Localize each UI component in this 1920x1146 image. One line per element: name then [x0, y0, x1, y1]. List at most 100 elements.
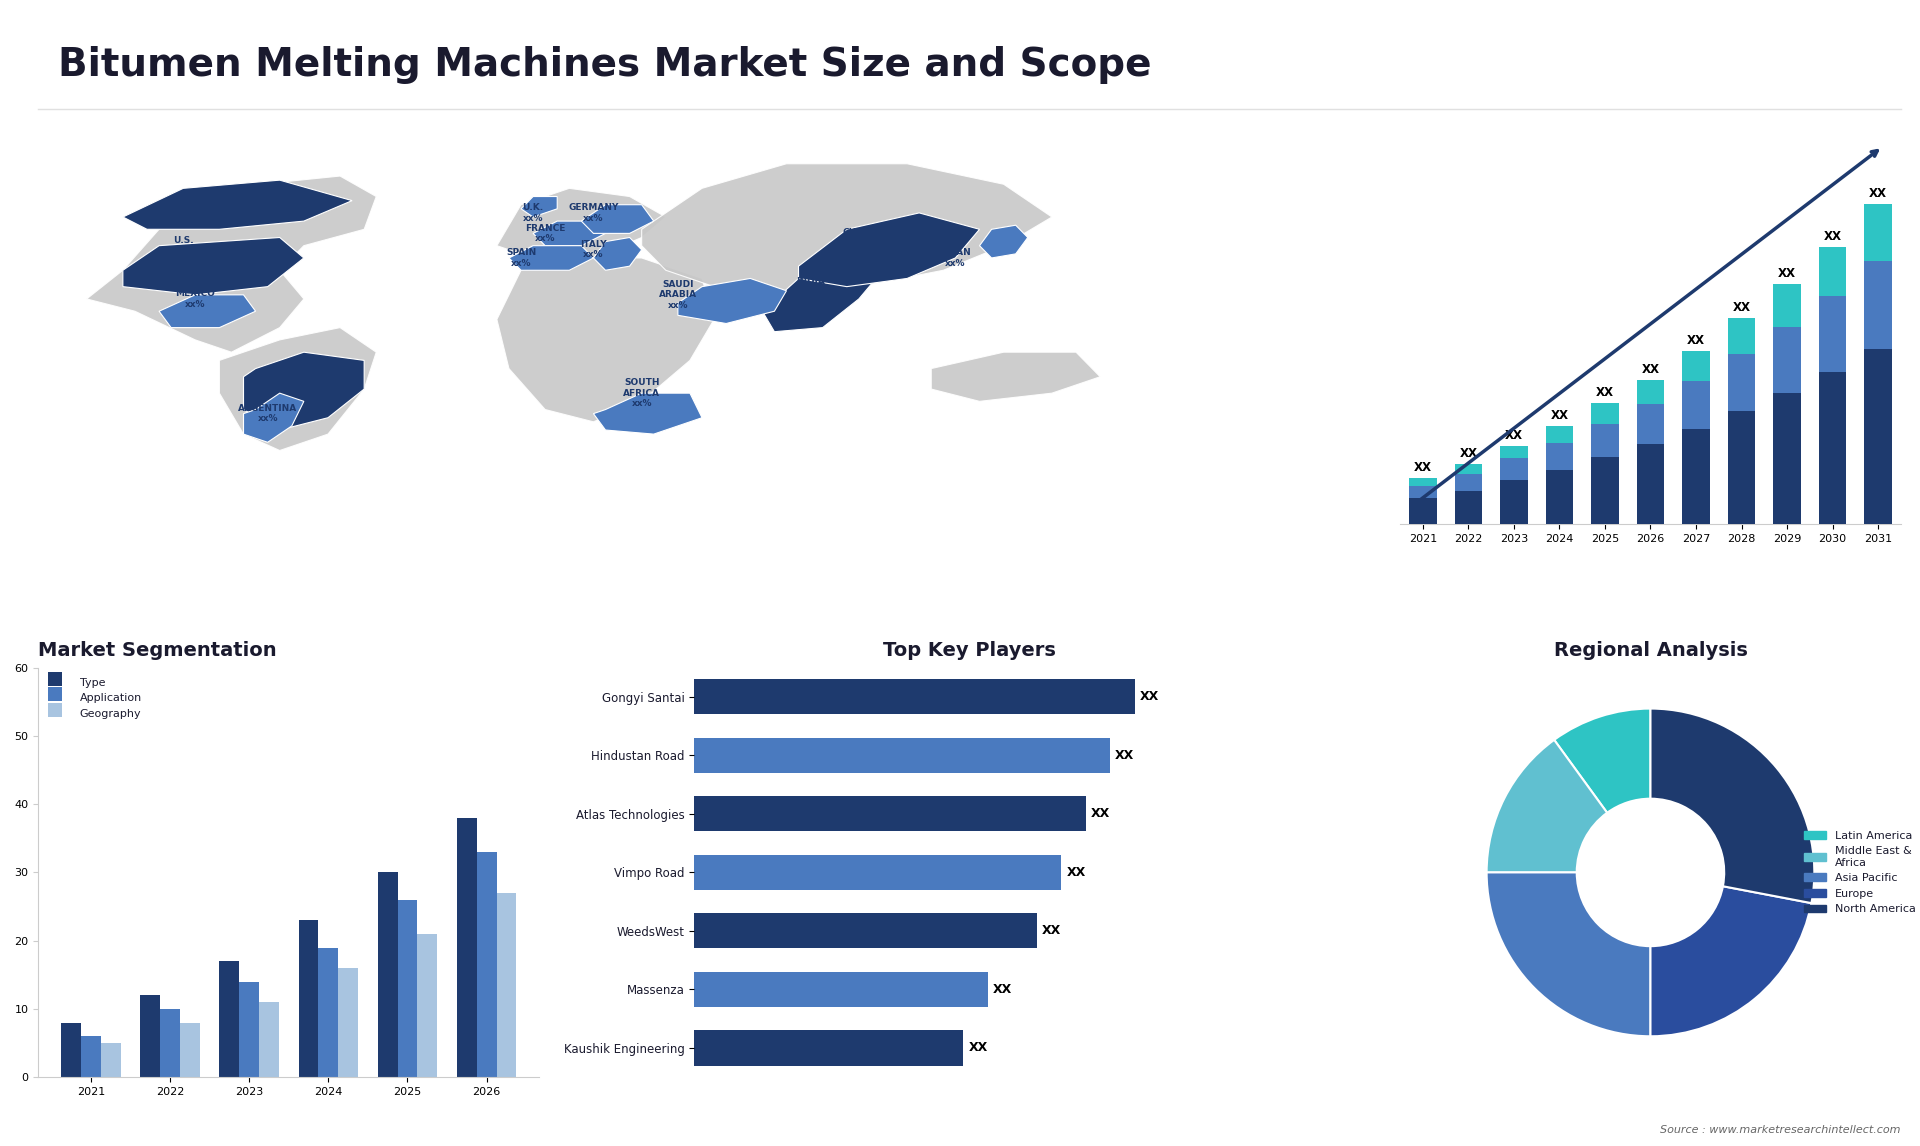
Text: Bitumen Melting Machines Market Size and Scope: Bitumen Melting Machines Market Size and…: [58, 46, 1152, 84]
Wedge shape: [1486, 872, 1651, 1036]
Bar: [240, 982, 259, 1077]
Polygon shape: [244, 352, 365, 430]
Bar: [159, 1008, 180, 1077]
Bar: [338, 968, 357, 1077]
Wedge shape: [1651, 708, 1814, 903]
Text: SOUTH
AFRICA
xx%: SOUTH AFRICA xx%: [624, 378, 660, 408]
Text: XX: XX: [1066, 866, 1085, 879]
Polygon shape: [762, 258, 883, 331]
Text: ARGENTINA
xx%: ARGENTINA xx%: [238, 403, 298, 423]
Bar: [259, 1002, 278, 1077]
Polygon shape: [497, 188, 666, 266]
Text: XX: XX: [1732, 301, 1751, 314]
Bar: [695, 1030, 964, 1066]
Bar: [1592, 403, 1619, 424]
Bar: [1864, 348, 1891, 524]
Polygon shape: [931, 352, 1100, 401]
Polygon shape: [244, 393, 303, 442]
Text: XX: XX: [1868, 187, 1887, 201]
Text: XX: XX: [1413, 461, 1432, 474]
Bar: [1638, 379, 1665, 405]
Bar: [695, 738, 1110, 772]
Text: JAPAN
xx%: JAPAN xx%: [941, 249, 972, 268]
Text: XX: XX: [1140, 690, 1160, 704]
Text: XX: XX: [1116, 748, 1135, 762]
Bar: [1638, 445, 1665, 524]
Bar: [1500, 458, 1528, 480]
Bar: [1818, 246, 1847, 296]
Bar: [1682, 352, 1709, 380]
Text: XX: XX: [993, 983, 1012, 996]
Text: Market Segmentation: Market Segmentation: [38, 642, 276, 660]
Polygon shape: [520, 196, 557, 217]
Text: ITALY
xx%: ITALY xx%: [580, 240, 607, 259]
Bar: [497, 893, 516, 1077]
Bar: [1455, 490, 1482, 524]
Polygon shape: [534, 221, 605, 245]
Bar: [1500, 446, 1528, 458]
Bar: [1728, 354, 1755, 410]
Text: XX: XX: [1459, 447, 1476, 460]
Bar: [1500, 480, 1528, 524]
Polygon shape: [86, 176, 376, 352]
Polygon shape: [497, 258, 714, 422]
Bar: [140, 996, 159, 1077]
Polygon shape: [159, 295, 255, 328]
Bar: [695, 855, 1062, 890]
Polygon shape: [509, 245, 593, 270]
Text: Source : www.marketresearchintellect.com: Source : www.marketresearchintellect.com: [1661, 1124, 1901, 1135]
Text: XX: XX: [1688, 335, 1705, 347]
Bar: [61, 1022, 81, 1077]
Bar: [1638, 405, 1665, 445]
Bar: [1818, 372, 1847, 524]
Bar: [476, 851, 497, 1077]
Text: CANADA
xx%: CANADA xx%: [198, 195, 240, 214]
Text: CHINA
xx%: CHINA xx%: [843, 228, 876, 248]
Wedge shape: [1651, 886, 1811, 1036]
Bar: [1774, 393, 1801, 524]
Bar: [1818, 296, 1847, 372]
Polygon shape: [123, 237, 303, 295]
Bar: [1774, 327, 1801, 393]
Bar: [695, 796, 1087, 832]
Wedge shape: [1486, 740, 1607, 872]
Text: U.K.
xx%: U.K. xx%: [522, 203, 543, 222]
Text: MEXICO
xx%: MEXICO xx%: [175, 289, 215, 308]
Polygon shape: [641, 164, 1052, 299]
Bar: [1592, 457, 1619, 524]
Bar: [397, 900, 417, 1077]
Bar: [695, 972, 989, 1007]
Polygon shape: [593, 237, 641, 270]
Bar: [1774, 284, 1801, 327]
Bar: [1409, 499, 1436, 524]
Text: XX: XX: [1091, 808, 1110, 821]
Polygon shape: [123, 180, 351, 229]
Text: GERMANY
xx%: GERMANY xx%: [568, 203, 618, 222]
Bar: [695, 913, 1037, 949]
Bar: [219, 961, 240, 1077]
Bar: [1546, 444, 1572, 470]
Polygon shape: [219, 328, 376, 450]
Text: INDIA
xx%: INDIA xx%: [797, 277, 826, 297]
Text: XX: XX: [1642, 363, 1659, 376]
Bar: [1864, 261, 1891, 348]
Text: XX: XX: [968, 1042, 987, 1054]
Bar: [1455, 474, 1482, 490]
Text: XX: XX: [1778, 267, 1795, 281]
Text: U.S.
xx%: U.S. xx%: [173, 236, 194, 256]
Text: XX: XX: [1596, 386, 1615, 399]
Bar: [300, 920, 319, 1077]
Text: BRAZIL
xx%: BRAZIL xx%: [286, 359, 323, 378]
Polygon shape: [582, 205, 653, 234]
Text: FRANCE
xx%: FRANCE xx%: [524, 223, 564, 243]
Bar: [180, 1022, 200, 1077]
Bar: [1546, 470, 1572, 524]
Text: XX: XX: [1551, 409, 1569, 422]
Polygon shape: [593, 393, 703, 434]
Bar: [1546, 426, 1572, 444]
Bar: [695, 680, 1135, 714]
Polygon shape: [678, 278, 787, 323]
Bar: [1682, 429, 1709, 524]
Text: XX: XX: [1043, 925, 1062, 937]
Title: Regional Analysis: Regional Analysis: [1553, 642, 1747, 660]
